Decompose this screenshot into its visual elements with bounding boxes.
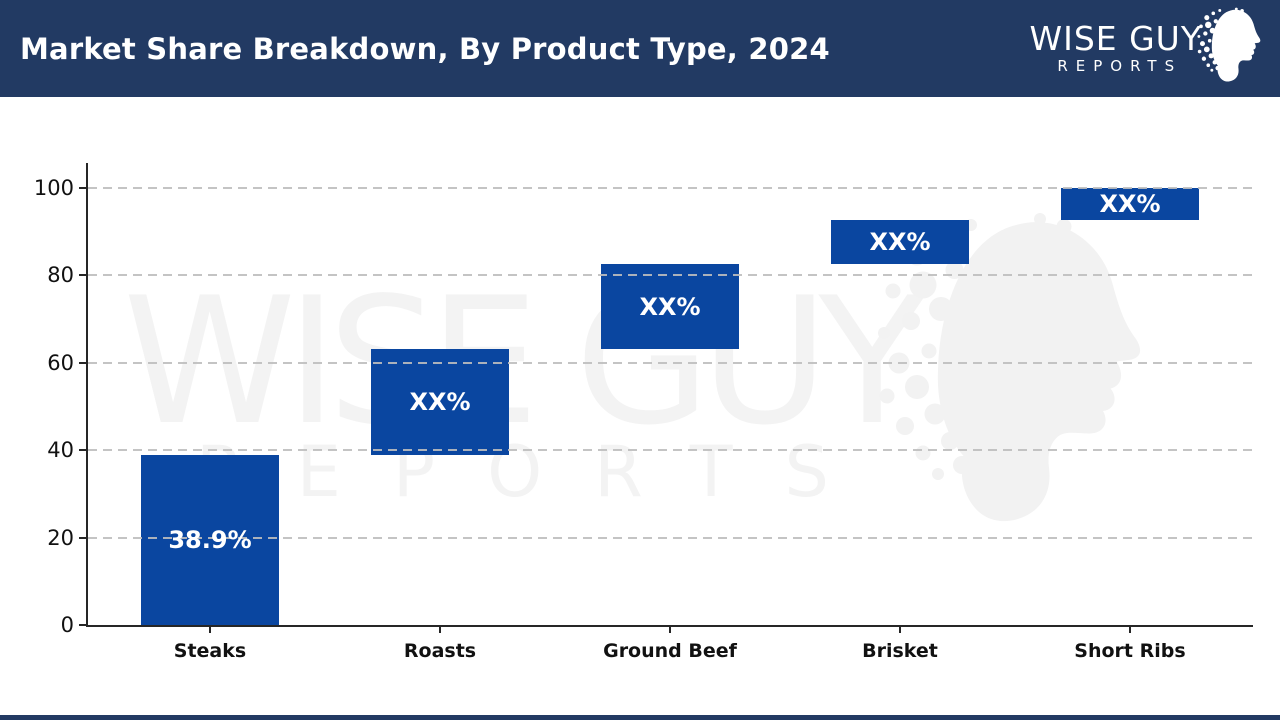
y-tick-label: 60 [47,350,74,375]
gridline [88,274,1253,277]
x-tick-label: Steaks [173,640,247,662]
bar-value-label: XX% [869,228,931,257]
gridline [88,449,1253,452]
x-tick-mark [1129,627,1131,633]
wise-guy-reports-logo: WISE GUY REPORTS [1029,6,1268,92]
y-tick-label: 0 [60,613,74,637]
x-tick-mark [209,627,211,633]
y-tick-mark [79,187,86,189]
bar-value-label: XX% [409,388,471,417]
page-title: Market Share Breakdown, By Product Type,… [20,31,830,66]
gridline [88,361,1253,364]
bar-value-label: XX% [639,292,701,321]
bar-segment [831,220,969,265]
y-tick-mark [79,624,86,626]
y-tick-mark [79,361,86,364]
x-tick-label: Roasts [403,640,477,662]
y-tick-mark [79,536,86,539]
watermark-subtext: REPORTS [196,431,881,513]
y-tick-mark [79,274,86,277]
bar-segment [1061,188,1199,221]
y-tick-label: 40 [47,438,74,463]
bar-value-label: 38.9% [168,526,252,554]
y-axis-line [86,163,88,627]
waterfall-plot: 38.9% XX% XX% XX% XX% 0 20 40 60 80 100 Steaks Roast… [0,97,1280,715]
x-tick-mark [439,627,441,633]
bar-segment [601,264,739,350]
bar-value-label: XX% [1099,190,1161,219]
x-tick-mark [899,627,901,633]
y-tick-label: 20 [47,525,74,550]
x-tick-label: Brisket [862,640,938,662]
bar-segment [141,455,279,625]
footer-strip [0,715,1280,720]
logo-subtext: REPORTS [1057,57,1183,76]
chart-canvas: WISE GUY REPORTS 38.9% XX% XX% XX% XX% 0 20 40 6… [0,97,1280,715]
gridline [88,536,1253,539]
x-axis-line [86,625,1253,627]
header-banner: Market Share Breakdown, By Product Type,… [0,0,1280,97]
x-tick-mark [669,627,671,633]
x-tick-label: Ground Beef [603,640,737,662]
x-tick-label: Short Ribs [1074,640,1186,662]
logo-text: WISE GUY REPORTS [1029,18,1202,76]
logo-head-icon [1196,6,1268,92]
y-tick-label: 80 [47,263,74,288]
bar-segment [371,349,509,455]
y-tick-label: 100 [33,176,74,200]
y-tick-mark [79,449,86,452]
gridline [88,187,1253,189]
logo-wordmark: WISE GUY [1029,18,1202,58]
